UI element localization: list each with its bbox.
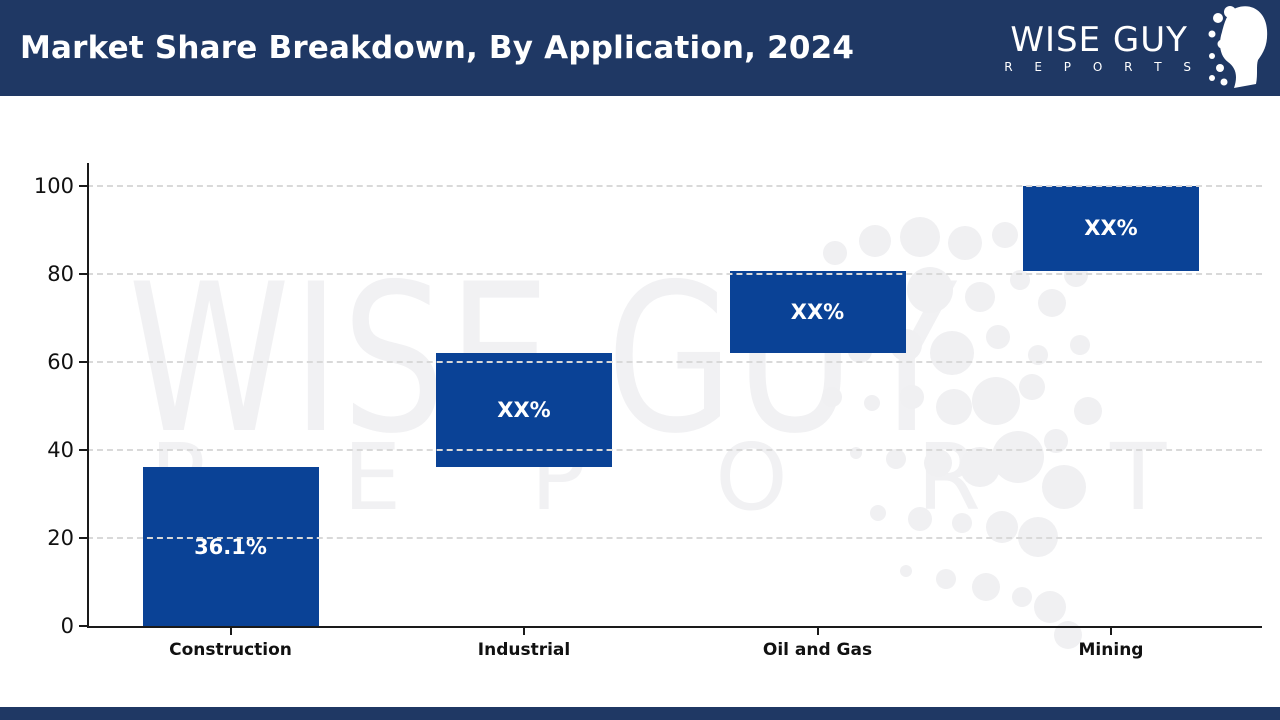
page-title: Market Share Breakdown, By Application, … (20, 30, 855, 66)
y-axis (87, 163, 89, 628)
chart-area: 36.1% XX% XX% XX% 0 20 40 60 80 100 Construction In… (0, 96, 1280, 707)
y-tick-40 (79, 449, 87, 451)
bar-construction: 36.1% (142, 467, 319, 626)
y-tick-label-80: 80 (47, 262, 74, 286)
gridline-40 (87, 449, 1262, 451)
gridline-80 (87, 273, 1262, 275)
bar-mining: XX% (1023, 186, 1199, 271)
bar-oil-and-gas: XX% (729, 270, 906, 354)
y-tick-label-20: 20 (47, 526, 74, 550)
x-tick-label-oil-and-gas: Oil and Gas (762, 640, 873, 660)
watermark-dots-head (814, 217, 1102, 649)
x-tick-label-mining: Mining (1078, 640, 1144, 660)
bar-value-label: XX% (497, 398, 551, 423)
y-tick-100 (79, 185, 87, 187)
bar-industrial: XX% (436, 353, 612, 468)
gridline-60 (87, 361, 1262, 363)
y-tick-label-40: 40 (47, 438, 74, 462)
gridline-20 (87, 537, 1262, 539)
x-tick-1 (229, 628, 232, 635)
wiseguy-logo: WISE GUY R E P O R T S (998, 0, 1270, 96)
logo-face-icon (1208, 6, 1268, 88)
x-tick-3 (816, 628, 819, 635)
logo-wordmark: WISE GUY (1010, 19, 1188, 60)
gridline-100 (87, 185, 1262, 187)
x-tick-4 (1110, 628, 1112, 635)
bar-value-label: XX% (1084, 216, 1138, 241)
y-tick-label-60: 60 (47, 350, 74, 374)
logo-text: WISE GUY R E P O R T S (998, 23, 1200, 74)
y-tick-20 (79, 537, 87, 539)
y-tick-label-100: 100 (33, 174, 74, 198)
x-tick-label-construction: Construction (169, 640, 292, 660)
y-tick-0 (79, 625, 87, 627)
x-axis (87, 626, 1262, 628)
y-tick-60 (79, 361, 87, 363)
header-bar: Market Share Breakdown, By Application, … (0, 0, 1280, 96)
x-tick-2 (523, 628, 525, 635)
watermark-text-line2: R E P O R T S (150, 424, 1280, 531)
footer-bar (0, 707, 1280, 720)
y-tick-80 (79, 273, 87, 275)
logo-subtitle: R E P O R T S (1004, 59, 1200, 74)
x-tick-label-industrial: Industrial (477, 640, 571, 660)
y-tick-label-0: 0 (60, 614, 74, 638)
bar-value-label: XX% (790, 300, 845, 325)
